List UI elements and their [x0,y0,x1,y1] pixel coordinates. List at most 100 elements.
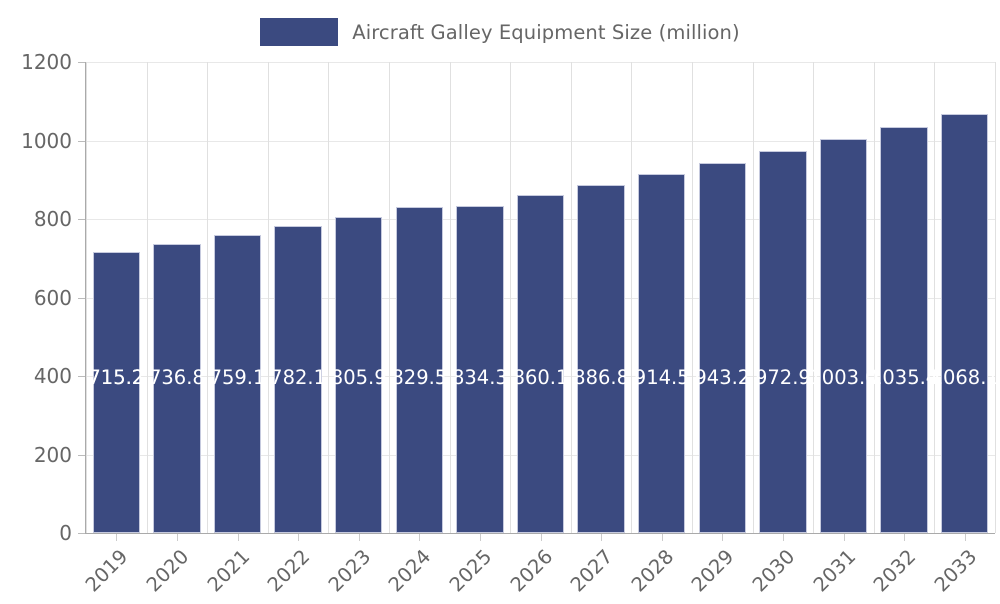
y-axis-tick-label: 200 [33,442,72,467]
bar-value-label-clip: 782.1 [274,368,321,394]
bar-value-label-clip: 1035.4 [880,368,927,394]
x-axis-tick-mark [238,534,239,541]
bar-occluder [516,362,565,533]
bar-value-label-clip: 1003.0 [820,368,867,394]
bar-occluder [456,362,504,533]
gridline-vertical [753,62,754,533]
chart-legend: Aircraft Galley Equipment Size (million) [0,14,1000,50]
y-axis-tick-label: 1000 [21,128,72,153]
x-axis-tick-label: 2032 [868,545,921,597]
bar-value-label-text: 715.2 [92,368,140,389]
x-axis-tick-mark [844,534,845,541]
x-axis-tick-mark [601,534,602,541]
gridline-vertical [510,62,511,533]
gridline-vertical [450,62,451,533]
bar-occluder [759,362,807,533]
x-axis-tick-label: 2029 [687,545,739,597]
x-axis-tick-label: 2025 [444,545,497,597]
y-axis-tick-label: 600 [33,285,72,310]
gridline-vertical [934,62,935,533]
bar-value-label-text: 805.9 [335,368,383,389]
bar-occluder [819,362,868,533]
bar-value-label-clip: 715.2 [93,368,140,394]
bar-value-label-text: 829.5 [395,368,443,389]
y-axis-tick-mark [78,533,85,534]
y-axis-tick-label: 1200 [21,50,72,74]
bar-occluder [153,362,201,533]
bar-value-label-clip: 886.8 [577,368,624,394]
bar-value-label-text: 1035.4 [880,368,927,389]
gridline-vertical [147,62,148,533]
bar-value-label-text: 736.8 [153,368,201,389]
x-axis-tick-mark [722,534,723,541]
bar-value-label-text: 914.5 [638,368,686,389]
bar-value-label-text: 860.1 [516,368,565,389]
y-axis-tick-mark [78,140,85,142]
legend-swatch-aircraft-galley[interactable] [260,18,339,46]
bar[interactable] [92,252,140,533]
bar-value-label-text: 972.9 [759,368,807,389]
bar-occluder [274,362,322,533]
gridline-vertical [874,62,875,533]
y-axis-tick-mark [78,297,85,299]
bar-value-label-text: 782.1 [274,368,322,389]
gridline-vertical [631,62,632,533]
gridline-horizontal [86,140,995,142]
x-axis-tick-mark [783,534,784,541]
x-axis-tick-label: 2028 [626,545,678,597]
bar-value-label-clip: 805.9 [335,368,382,394]
bar-occluder [335,362,383,533]
x-axis-tick-label: 2021 [202,545,254,597]
x-axis-tick-label: 2019 [81,545,133,597]
bar-value-label-text: 886.8 [577,368,625,389]
x-axis-tick-mark [965,534,966,541]
x-axis-tick-mark [904,534,905,541]
bar-value-label-text: 943.2 [698,368,746,389]
gridline-vertical [268,62,269,533]
y-axis-tick-label: 400 [33,364,72,388]
y-axis-tick-mark [78,376,85,377]
bar-value-label-clip: 972.9 [759,368,806,394]
y-axis-tick-mark [78,454,85,456]
gridline-vertical [571,62,572,533]
x-axis-tick-label: 2027 [565,545,618,597]
x-axis-tick-label: 2033 [929,545,981,597]
x-axis-tick-label: 2026 [505,545,557,597]
bar-occluder [880,362,928,533]
gridline-vertical [86,62,87,533]
x-axis-tick-mark [419,534,420,541]
bar-value-label-clip: 736.8 [153,368,200,394]
x-axis-tick-label: 2024 [384,545,436,597]
bar-occluder [941,362,989,533]
x-axis-tick-label: 2023 [323,545,375,597]
x-axis-tick-mark [480,534,481,541]
bar-value-label-clip: 1068.1 [941,368,988,394]
bar-occluder [577,362,625,533]
gridline-vertical [995,62,996,533]
gridline-vertical [692,62,693,533]
bar-value-label-clip: 914.5 [638,368,685,394]
bar-occluder [395,362,443,533]
x-axis-tick-mark [541,534,542,541]
bar-occluder [698,362,746,533]
bar-occluder [213,362,262,533]
bar-value-label-text: 834.3 [456,368,504,389]
bar-value-label-clip: 860.1 [517,368,564,394]
x-axis-tick-mark [116,534,117,541]
gridline-vertical [389,62,390,533]
bar-value-label-clip: 943.2 [699,368,746,394]
gridline-vertical [207,62,208,533]
x-axis-tick-mark [662,534,663,541]
bar-value-label: 715.2 [88,366,145,389]
y-axis-line [85,62,86,534]
bar-value-label-text: 1003.0 [820,368,867,389]
x-axis-line [85,533,995,534]
bar-value-label-clip: 834.3 [456,368,503,394]
x-axis-tick-label: 2020 [141,545,194,597]
bar-value-label-clip: 759.1 [214,368,261,394]
y-axis-tick-label: 800 [33,207,72,231]
x-axis-tick-mark [359,534,360,541]
x-axis-tick-label: 2022 [262,545,315,597]
x-axis-tick-label: 2031 [808,545,860,597]
x-axis-tick-mark [177,534,178,541]
